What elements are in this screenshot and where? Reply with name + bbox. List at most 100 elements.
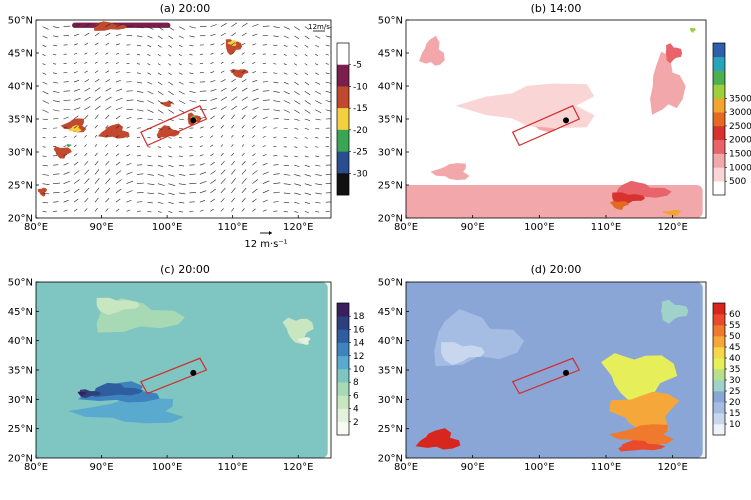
wind-arrow [315,164,321,167]
wind-arrow [294,201,300,204]
wind-arrow [210,125,214,129]
contour-region [79,389,101,399]
wind-arrow [73,144,77,147]
wind-arrow [63,25,71,27]
wind-arrow [304,164,310,168]
wind-arrow [63,209,68,212]
wind-arrow [157,100,164,105]
study-region-box [511,357,581,395]
wind-arrow [220,106,227,111]
wind-arrow [315,109,322,114]
wind-arrow [283,54,287,56]
wind-arrow [315,100,322,104]
wind-arrow [231,52,235,55]
contour-region [441,342,485,366]
wind-arrow [189,35,195,38]
wind-arrow [84,79,90,83]
wind-arrow [252,179,259,184]
wind-arrow [241,169,247,175]
wind-arrow [126,199,132,203]
contour-region [36,282,328,458]
wind-arrow [73,188,80,194]
colorbar-swatch [337,342,349,357]
wind-arrow [53,173,60,175]
reference-vector-caption: 12 m·s⁻¹ [244,239,287,250]
x-tick-label: 80°E [394,222,418,233]
wind-arrow [241,114,246,120]
wind-arrow [199,154,204,157]
wind-arrow [168,174,175,177]
wind-arrow [42,118,48,121]
wind-arrow [147,118,153,121]
wind-arrow [105,87,112,92]
wind-arrow [241,52,245,55]
wind-arrow [241,208,245,212]
wind-arrow [94,208,98,212]
colorbar-swatch [713,391,725,403]
wind-arrow [273,44,278,47]
wind-arrow [147,192,154,195]
wind-arrow [210,161,215,166]
wind-arrow [63,199,69,203]
wind-arrow [273,26,280,29]
y-tick-label: 50°N [378,278,403,289]
wind-arrow [168,54,172,57]
wind-arrow [63,162,69,166]
wind-arrow [157,44,162,48]
contour-region [298,337,311,345]
wind-arrow [273,182,281,184]
contour-region [156,125,180,138]
wind-arrow [283,44,288,48]
wind-arrow [210,80,216,83]
colorbar-label: 14 [353,339,365,349]
wind-arrow [252,188,258,194]
wind-arrow [325,35,331,38]
y-tick-label: 20°N [8,214,33,225]
contour-region [160,101,174,107]
y-tick-label: 40°N [8,336,33,347]
contour-field [406,27,703,218]
wind-arrow [252,198,257,203]
wind-arrow [231,160,235,166]
x-tick-label: 90°E [461,222,485,233]
wind-arrow [315,72,319,75]
contour-region [227,40,237,46]
wind-arrow [105,144,108,147]
wind-arrow [231,187,236,194]
wind-arrow [210,88,217,92]
y-tick-label: 50°N [378,16,403,27]
wind-arrow [294,109,300,114]
colorbar-label: 40 [729,354,741,364]
wind-arrow [147,174,154,176]
wind-arrow [252,208,256,212]
wind-arrow [220,144,224,147]
x-tick-label: 110°E [217,462,247,473]
wind-arrow [199,171,207,175]
wind-arrow [147,109,154,113]
wind-arrow [94,78,100,83]
wind-arrow [304,137,308,139]
study-region-box [140,357,208,395]
wind-arrow [283,100,291,104]
wind-arrow [147,72,152,75]
wind-arrow [136,81,143,84]
wind-arrow [210,107,217,111]
wind-arrow [210,24,217,27]
wind-arrow [294,183,302,186]
x-tick-label: 80°E [24,222,48,233]
wind-arrow [294,63,298,66]
wind-arrow [157,109,164,114]
y-tick-label: 40°N [378,336,403,347]
contour-region [689,27,696,33]
wind-arrow [210,71,215,74]
wind-arrow [105,134,108,138]
wind-arrow [53,118,59,120]
wind-arrow [73,97,81,101]
colorbar-label: 55 [729,321,740,331]
contour-region [96,297,140,315]
wind-arrow [136,118,143,120]
y-tick-label: 20°N [8,454,33,465]
wind-arrow [42,26,49,30]
wind-arrow [115,179,122,184]
